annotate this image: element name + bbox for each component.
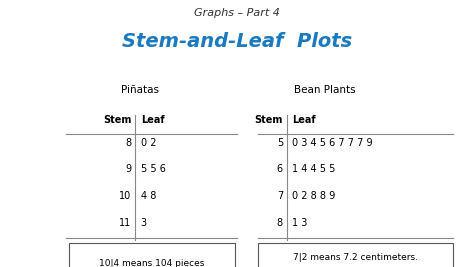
Text: Stem-and-Leaf  Plots: Stem-and-Leaf Plots [122, 32, 352, 51]
Text: 10|4 means 104 pieces
of candy.: 10|4 means 104 pieces of candy. [99, 259, 204, 267]
Text: 7|2 means 7.2 centimeters.: 7|2 means 7.2 centimeters. [293, 253, 418, 262]
Text: Stem: Stem [255, 115, 283, 125]
Text: 4 8: 4 8 [141, 191, 156, 201]
FancyBboxPatch shape [69, 243, 235, 267]
Text: 5: 5 [277, 138, 283, 147]
Text: 0 2: 0 2 [141, 138, 156, 147]
Text: 0 2 8 8 9: 0 2 8 8 9 [292, 191, 336, 201]
Text: Leaf: Leaf [292, 115, 316, 125]
Text: Graphs – Part 4: Graphs – Part 4 [194, 8, 280, 18]
Text: 9: 9 [125, 164, 131, 174]
Text: Leaf: Leaf [141, 115, 164, 125]
Text: 7: 7 [277, 191, 283, 201]
Text: 8: 8 [277, 218, 283, 227]
Text: 3: 3 [141, 218, 147, 227]
Text: 1 3: 1 3 [292, 218, 308, 227]
Text: 0 3 4 5 6 7 7 7 9: 0 3 4 5 6 7 7 7 9 [292, 138, 373, 147]
Text: Piñatas: Piñatas [121, 85, 159, 95]
Text: 5 5 6: 5 5 6 [141, 164, 165, 174]
Text: 8: 8 [125, 138, 131, 147]
FancyBboxPatch shape [258, 243, 453, 267]
Text: Stem: Stem [103, 115, 131, 125]
Text: Bean Plants: Bean Plants [294, 85, 356, 95]
Text: 10: 10 [119, 191, 131, 201]
Text: 11: 11 [119, 218, 131, 227]
Text: 6: 6 [277, 164, 283, 174]
Text: 1 4 4 5 5: 1 4 4 5 5 [292, 164, 336, 174]
